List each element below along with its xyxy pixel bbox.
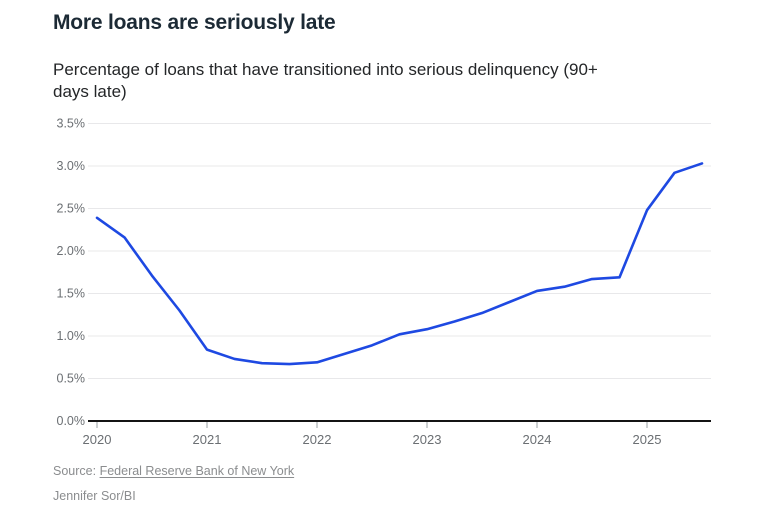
x-tick-label: 2023 bbox=[413, 432, 442, 447]
delinquency-rate-line bbox=[95, 162, 704, 366]
x-tick-label: 2025 bbox=[633, 432, 662, 447]
x-tick-label: 2020 bbox=[83, 432, 112, 447]
byline: Jennifer Sor/BI bbox=[53, 489, 136, 503]
y-tick-label: 3.0% bbox=[57, 159, 86, 173]
chart-subtitle: Percentage of loans that have transition… bbox=[53, 59, 743, 103]
y-tick-label: 1.5% bbox=[57, 287, 86, 301]
x-tick-label: 2021 bbox=[193, 432, 222, 447]
y-tick-label: 0.0% bbox=[57, 414, 86, 428]
chart-subtitle-line2: days late) bbox=[53, 82, 127, 101]
x-tick-label: 2024 bbox=[523, 432, 552, 447]
x-tick-label: 2022 bbox=[303, 432, 332, 447]
chart-subtitle-line1: Percentage of loans that have transition… bbox=[53, 60, 598, 79]
y-tick-label: 3.5% bbox=[57, 117, 86, 131]
y-tick-label: 2.5% bbox=[57, 202, 86, 216]
source-link[interactable]: Federal Reserve Bank of New York bbox=[99, 464, 295, 478]
page-title: More loans are seriously late bbox=[53, 11, 336, 34]
y-tick-label: 2.0% bbox=[57, 244, 86, 258]
y-tick-label: 1.0% bbox=[57, 329, 86, 343]
source-line: Source: Federal Reserve Bank of New York bbox=[53, 464, 294, 478]
y-tick-label: 0.5% bbox=[57, 372, 86, 386]
source-label: Source: bbox=[53, 464, 97, 478]
